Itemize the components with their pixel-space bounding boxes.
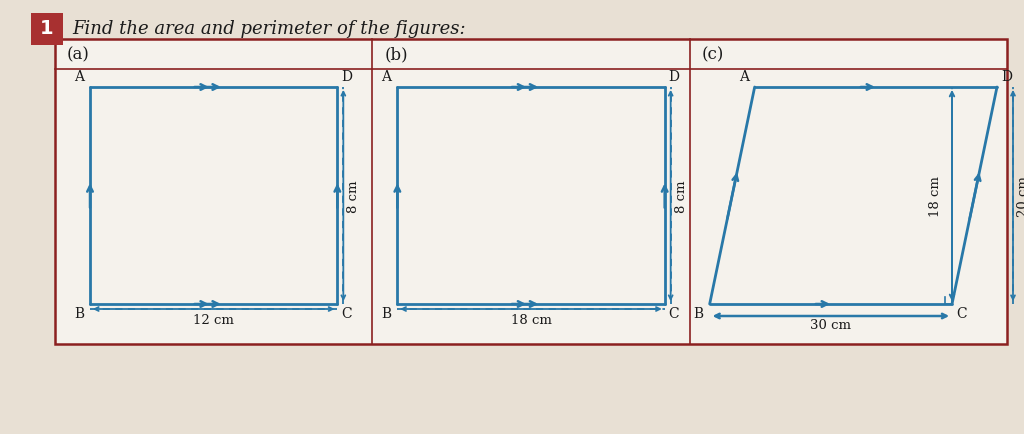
Text: B: B — [381, 306, 391, 320]
Text: 8 cm: 8 cm — [347, 180, 360, 212]
Text: C: C — [956, 306, 967, 320]
Text: (a): (a) — [67, 46, 90, 63]
Text: C: C — [341, 306, 352, 320]
Text: 8 cm: 8 cm — [675, 180, 688, 212]
Text: 18 cm: 18 cm — [511, 313, 552, 326]
Text: D: D — [341, 70, 352, 84]
Text: D: D — [669, 70, 680, 84]
Text: 12 cm: 12 cm — [194, 313, 234, 326]
Text: 20 cm: 20 cm — [1017, 176, 1024, 217]
Text: A: A — [381, 70, 391, 84]
Text: A: A — [738, 70, 749, 84]
Text: 18 cm: 18 cm — [929, 176, 942, 217]
Text: C: C — [669, 306, 679, 320]
FancyBboxPatch shape — [31, 14, 63, 46]
Text: (c): (c) — [701, 46, 724, 63]
Text: A: A — [74, 70, 84, 84]
Text: 30 cm: 30 cm — [810, 318, 851, 331]
Text: (b): (b) — [384, 46, 408, 63]
Text: D: D — [1001, 70, 1012, 84]
Text: B: B — [693, 306, 703, 320]
Text: B: B — [74, 306, 84, 320]
FancyBboxPatch shape — [55, 40, 1007, 344]
Text: 1: 1 — [40, 20, 54, 39]
Text: Find the area and perimeter of the figures:: Find the area and perimeter of the figur… — [72, 20, 466, 38]
